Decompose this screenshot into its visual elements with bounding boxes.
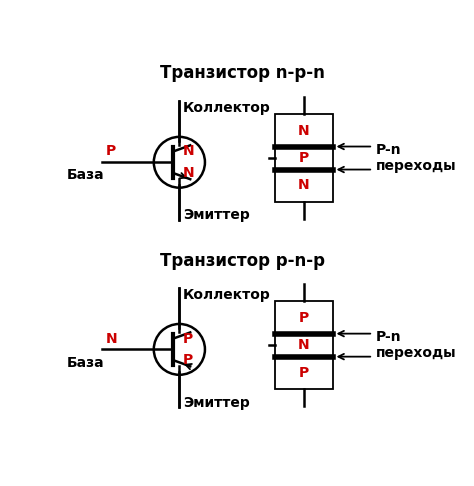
Text: P: P [183,353,193,367]
Text: P-n
переходы: P-n переходы [375,330,456,360]
Text: Транзистор n-p-n: Транзистор n-p-n [161,65,325,83]
Text: Коллектор: Коллектор [183,101,271,115]
Text: N: N [298,178,310,192]
Bar [275,114,333,202]
Text: База: База [67,356,105,369]
Text: N: N [183,166,195,180]
Text: N: N [106,331,118,346]
Text: P: P [183,331,193,346]
Bar [275,301,333,389]
Text: Эмиттер: Эмиттер [183,396,250,410]
Text: P: P [299,365,309,380]
Text: Транзистор p-n-p: Транзистор p-n-p [160,252,326,270]
Text: N: N [298,338,310,352]
Text: N: N [298,123,310,138]
Text: P-n
переходы: P-n переходы [375,143,456,173]
Text: N: N [183,144,195,158]
Text: Эмиттер: Эмиттер [183,208,250,223]
Text: База: База [67,169,105,182]
Text: P: P [299,311,309,325]
Text: P: P [299,151,309,165]
Text: P: P [106,144,116,158]
Text: Коллектор: Коллектор [183,288,271,302]
